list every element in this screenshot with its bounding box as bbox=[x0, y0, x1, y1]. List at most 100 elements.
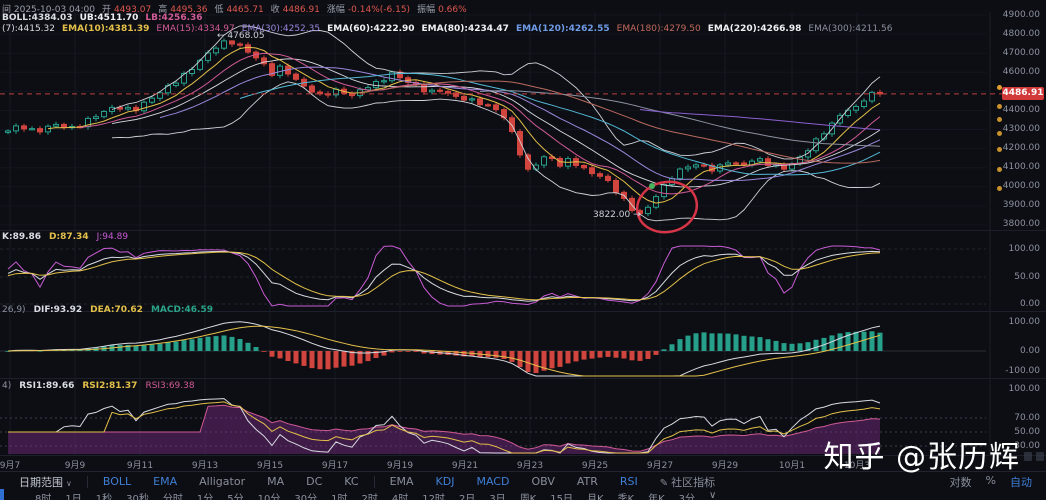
axis-label: 30.00 bbox=[1014, 441, 1040, 451]
timeframe-button[interactable]: 季K bbox=[617, 494, 635, 500]
value-token: D:87.34 bbox=[49, 232, 89, 242]
ohlc-value: 0.66% bbox=[438, 5, 467, 15]
axis-label: 4800.00 bbox=[1002, 29, 1040, 39]
timeframe-button[interactable]: 月K bbox=[586, 494, 604, 500]
toolbar-divider bbox=[373, 475, 375, 488]
main-indicator-dc[interactable]: DC bbox=[306, 475, 323, 488]
ema-marker-dot bbox=[997, 167, 1002, 172]
ohlc-label: 高 bbox=[158, 5, 168, 15]
axis-label: -100.00 bbox=[1005, 366, 1040, 376]
selected-timeframe-marker bbox=[0, 489, 4, 500]
scale-option-对数[interactable]: 对数 bbox=[949, 475, 972, 489]
main-indicator-alligator[interactable]: Alligator bbox=[199, 475, 246, 488]
main-indicator-kc[interactable]: KC bbox=[344, 475, 359, 488]
ohlc-label: 收 bbox=[270, 5, 280, 15]
timeframe-button[interactable]: 30秒 bbox=[126, 494, 149, 500]
sub-indicator-atr[interactable]: ATR bbox=[576, 475, 598, 488]
low-annotation: 3822.00 → bbox=[593, 210, 641, 220]
sub-indicator-kdj[interactable]: KDJ bbox=[435, 475, 455, 488]
date-tick-label: 9月13 bbox=[191, 461, 219, 471]
date-range-dropdown[interactable]: 日期范围 ∨ bbox=[8, 474, 83, 490]
timeframe-button[interactable]: 分时 bbox=[162, 494, 183, 500]
high-annotation: ← 4768.05 bbox=[217, 31, 265, 41]
ohlc-label: 低 bbox=[214, 5, 224, 15]
corner-mini-button[interactable] bbox=[1024, 452, 1032, 461]
chevron-down-icon: ∨ bbox=[66, 478, 72, 488]
axis-label: 50.00 bbox=[1014, 427, 1040, 437]
value-token: LB:4256.36 bbox=[145, 13, 203, 23]
axis-label: 3800.00 bbox=[1002, 219, 1040, 229]
value-token: EMA(15):4334.97 bbox=[156, 24, 235, 34]
rsi-values-row: 4) RSI1:89.66 RSI2:81.37 RSI3:69.38 bbox=[2, 381, 203, 391]
ohlc-header-row: 间 2025-10-03 04:00 开 4493.07 高 4495.36 低 4465.… bbox=[2, 2, 474, 15]
value-token: EMA(60):4222.90 bbox=[327, 24, 415, 34]
timeframe-button[interactable]: 3日 bbox=[489, 494, 506, 500]
axis-label: 4300.00 bbox=[1002, 124, 1040, 134]
value-token: RSI1:89.66 bbox=[19, 381, 75, 391]
axis-label: 100.00 bbox=[1008, 244, 1041, 254]
value-token: EMA(120):4262.55 bbox=[515, 24, 610, 34]
bottom-toolbar: 日期范围 ∨ BOLL EMA Alligator MA DC KC EMA KDJ MACD O… bbox=[0, 471, 1046, 500]
kdj-values-row: K:89.86 D:87.34 J:94.89 bbox=[2, 232, 136, 242]
timeframe-button[interactable]: 2时 bbox=[361, 494, 378, 500]
timeframe-button[interactable]: 15日 bbox=[550, 494, 573, 500]
corner-mini-button[interactable] bbox=[1036, 452, 1044, 461]
value-token: EMA(300):4211.56 bbox=[808, 24, 893, 34]
macd-values-row: 26,9) DIF:93.92 DEA:70.62 MACD:46.59 bbox=[2, 305, 221, 315]
value-token: EMA(30):4252.35 bbox=[241, 24, 321, 34]
timeframe-button[interactable]: ∨ bbox=[709, 490, 717, 500]
scale-option-%[interactable]: % bbox=[985, 473, 996, 487]
sub-indicator-rsi[interactable]: RSI bbox=[619, 475, 638, 488]
community-indicators-button[interactable]: ✎ 社区指标 bbox=[649, 474, 726, 490]
date-tick-label: 9月15 bbox=[256, 461, 284, 471]
timeframe-button[interactable]: 年K bbox=[648, 494, 665, 500]
timeframe-button[interactable]: 1日 bbox=[65, 494, 82, 500]
timeframe-button[interactable]: 2日 bbox=[458, 494, 476, 500]
sub-indicator-obv[interactable]: OBV bbox=[531, 475, 555, 488]
main-indicator-boll[interactable]: BOLL bbox=[102, 475, 132, 488]
axis-label: 4200.00 bbox=[1002, 143, 1040, 153]
current-price-badge: 4486.91 bbox=[1002, 87, 1044, 100]
axis-label: 4000.00 bbox=[1002, 181, 1040, 191]
edit-icon: ✎ bbox=[659, 477, 669, 489]
timeframe-button[interactable]: 1时 bbox=[331, 494, 348, 500]
main-indicator-ema[interactable]: EMA bbox=[153, 475, 178, 488]
axis-label: 100.00 bbox=[1008, 384, 1041, 394]
timeframe-button[interactable]: 4时 bbox=[391, 494, 409, 500]
timeframe-row: 8时 1日 1秒 30秒 分时 1分 5分 10分 30分 1时 2时 4时 12时 2日 3日 周K 15日 月… bbox=[28, 490, 723, 500]
date-tick-label: 9月25 bbox=[581, 461, 609, 471]
ohlc-value: -0.14%(-6.15) bbox=[347, 5, 411, 15]
ema-marker-dot bbox=[997, 147, 1002, 152]
sub-indicator-ema[interactable]: EMA bbox=[389, 475, 414, 488]
date-tick-label: 9月29 bbox=[711, 461, 739, 471]
timeframe-button[interactable]: 1秒 bbox=[95, 494, 113, 500]
timeframe-button[interactable]: 周K bbox=[519, 494, 537, 500]
axis-label: 4700.00 bbox=[1002, 48, 1040, 58]
date-tick-label: 9月9 bbox=[64, 461, 86, 471]
value-token: BOLL:4384.03 bbox=[2, 13, 73, 23]
date-tick-label: 9月17 bbox=[321, 461, 349, 471]
timeframe-button[interactable]: 30分 bbox=[294, 494, 318, 500]
value-token: RSI2:81.37 bbox=[82, 381, 138, 391]
ohlc-value: 4493.07 bbox=[113, 5, 152, 15]
ema-marker-dot bbox=[997, 85, 1002, 90]
main-indicator-ma[interactable]: MA bbox=[267, 475, 285, 488]
ema-marker-dot bbox=[997, 117, 1002, 122]
timeframe-button[interactable]: 5分 bbox=[227, 494, 244, 500]
date-tick-label: 10月3 bbox=[843, 461, 871, 471]
timeframe-button[interactable]: 8时 bbox=[35, 494, 52, 500]
scale-option-自动[interactable]: 自动 bbox=[1010, 475, 1032, 489]
timeframe-button[interactable]: 12时 bbox=[422, 494, 445, 500]
date-tick-label: 9月11 bbox=[126, 461, 154, 471]
timeframe-button[interactable]: 3分 bbox=[678, 494, 696, 500]
value-token: MACD:46.59 bbox=[150, 305, 214, 315]
value-token: RSI3:69.38 bbox=[145, 381, 195, 391]
timeframe-button[interactable]: 10分 bbox=[257, 494, 281, 500]
timeframe-button[interactable]: 1分 bbox=[196, 494, 214, 500]
value-token: EMA(220):4266.98 bbox=[707, 24, 802, 34]
ohlc-value: 4486.91 bbox=[282, 5, 320, 15]
axis-label: 3900.00 bbox=[1002, 200, 1040, 210]
sub-indicator-macd[interactable]: MACD bbox=[476, 475, 510, 488]
